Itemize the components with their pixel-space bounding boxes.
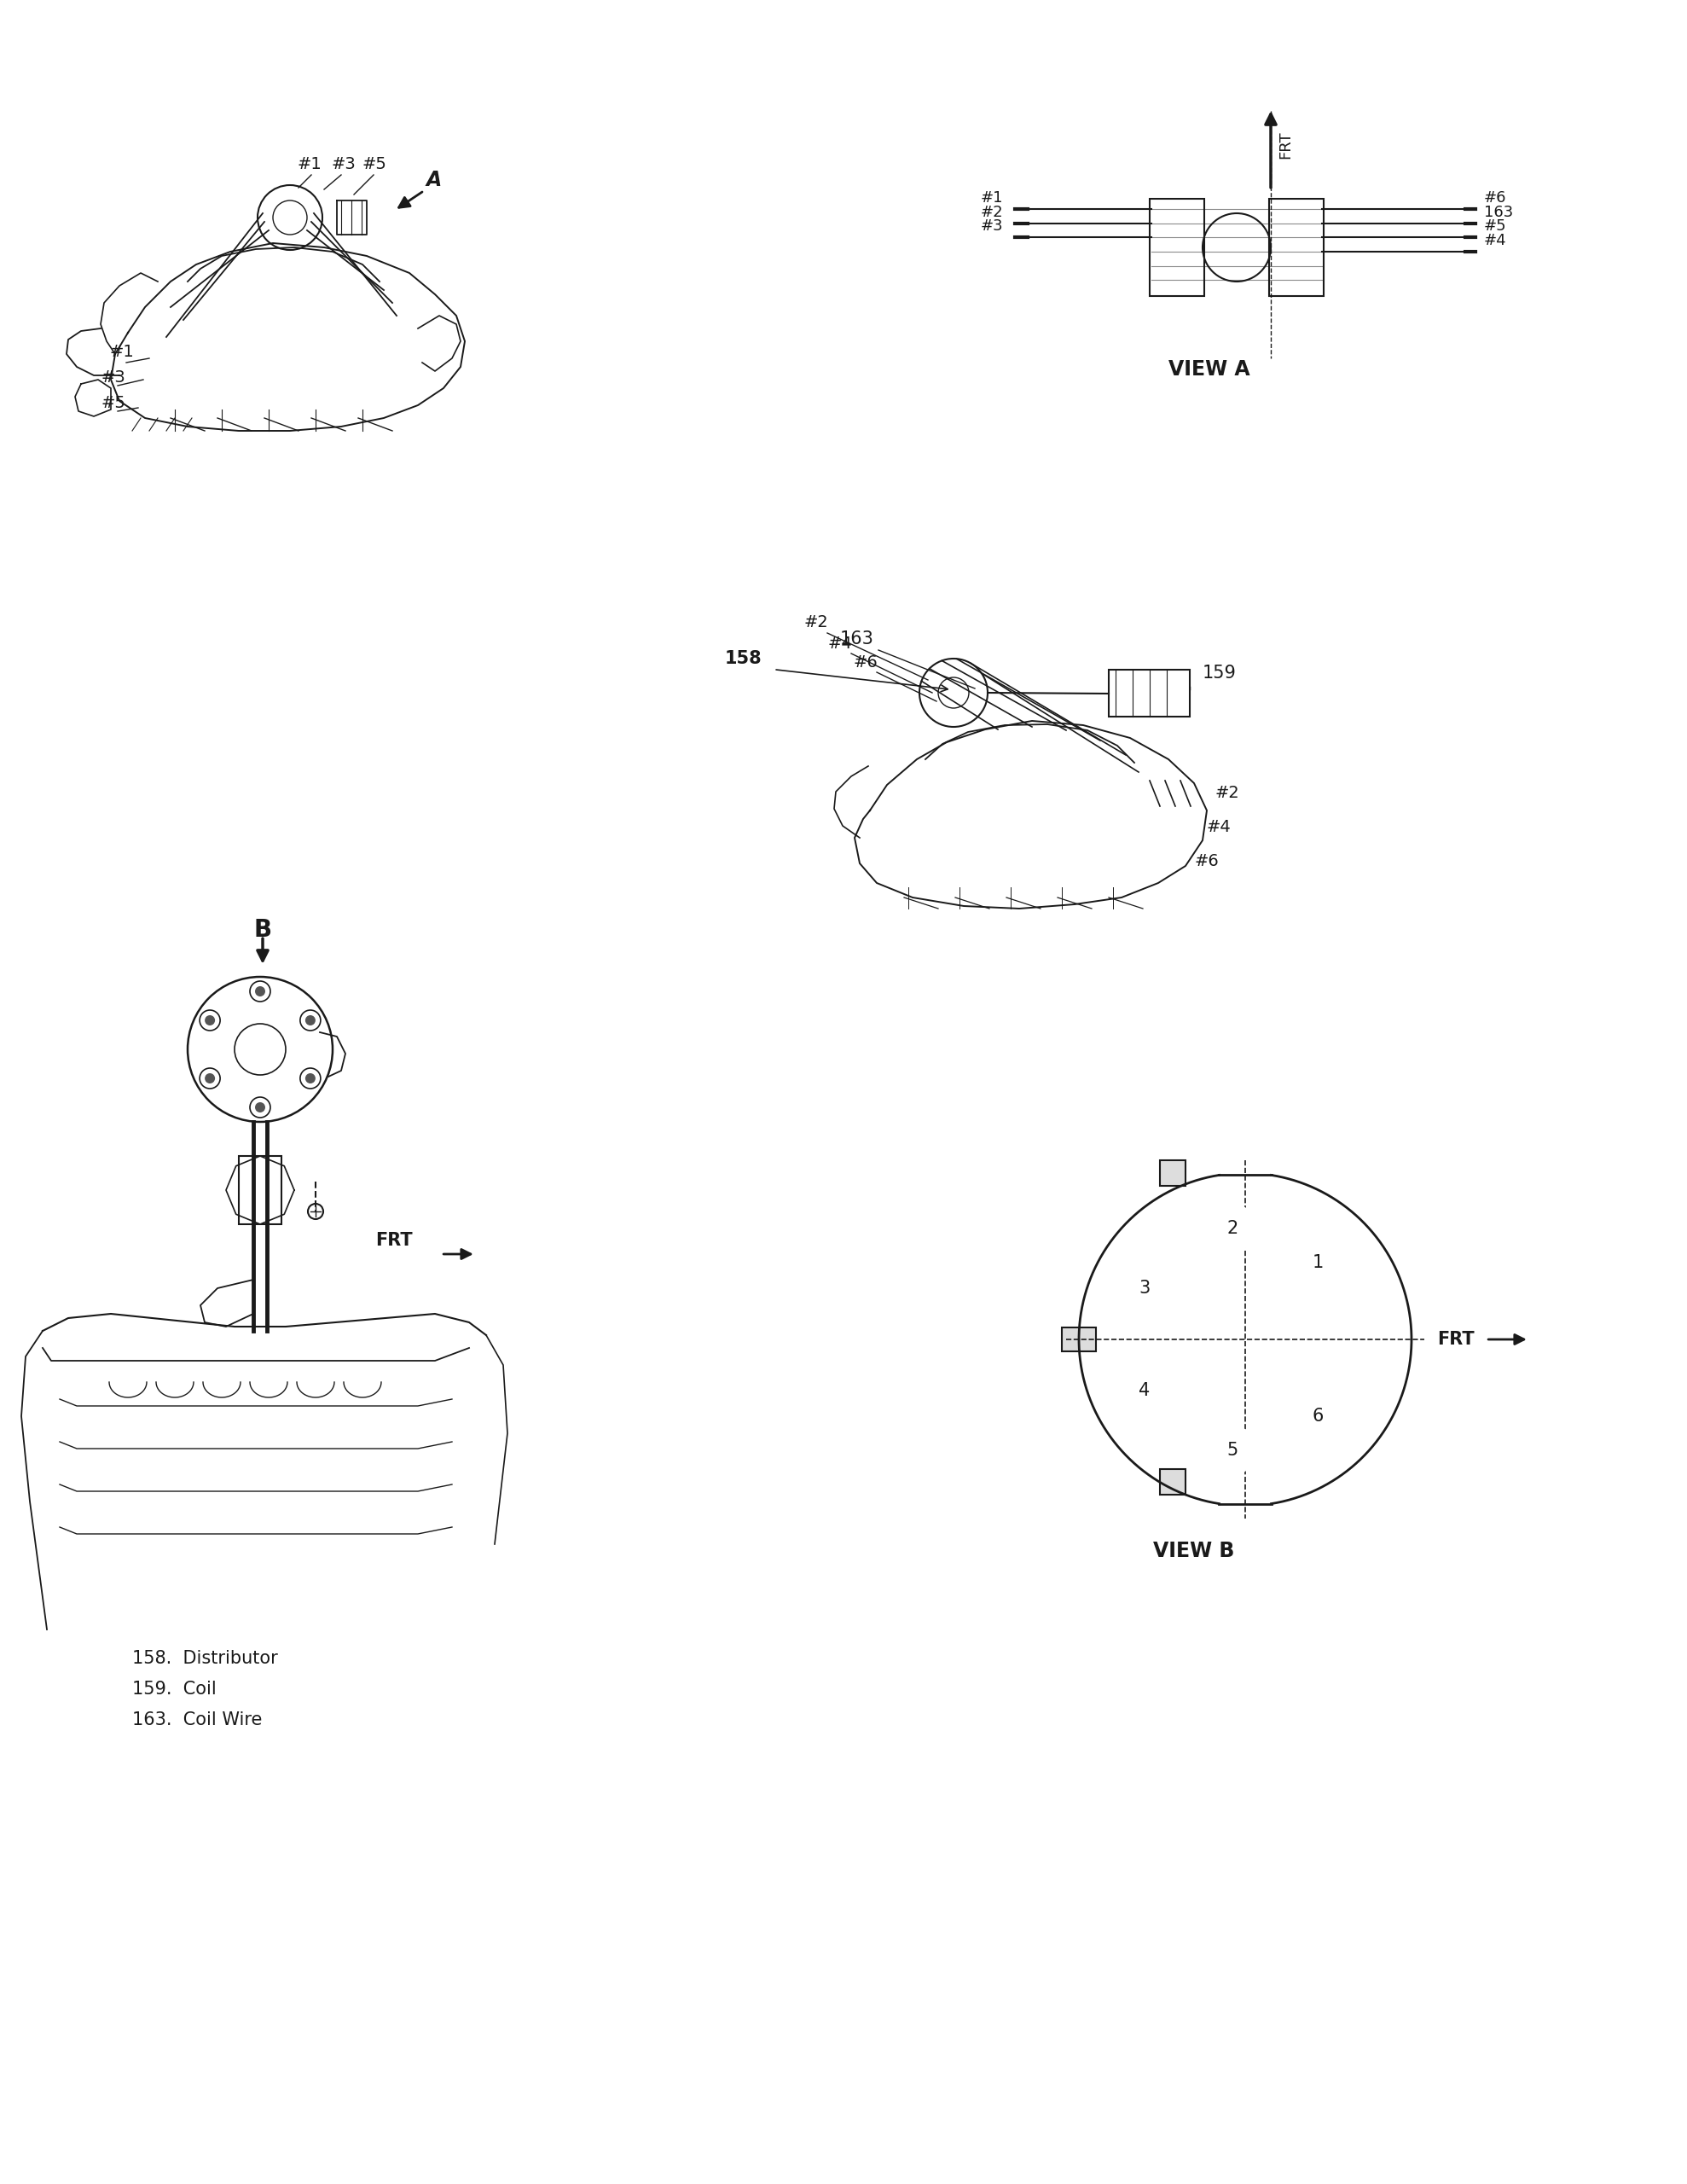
Text: 159: 159 (1203, 664, 1237, 681)
Circle shape (255, 987, 265, 996)
Text: FRT: FRT (1277, 131, 1292, 159)
Text: #2: #2 (980, 205, 1004, 221)
Bar (1161, 1470, 1186, 1494)
Text: #3: #3 (331, 155, 356, 173)
Text: #3: #3 (980, 218, 1004, 234)
Circle shape (1208, 1426, 1257, 1474)
Circle shape (255, 1103, 265, 1112)
Circle shape (305, 1016, 315, 1026)
Text: 159.  Coil: 159. Coil (132, 1682, 216, 1697)
Text: #1: #1 (110, 343, 133, 360)
Text: 3: 3 (1139, 1280, 1151, 1297)
Bar (1161, 1160, 1186, 1186)
Bar (240, 1155, 282, 1225)
Circle shape (1294, 1393, 1341, 1439)
Text: #1: #1 (980, 190, 1004, 205)
Text: VIEW A: VIEW A (1169, 358, 1250, 380)
Text: #3: #3 (101, 369, 125, 387)
Bar (1061, 1328, 1097, 1352)
Text: #4: #4 (827, 636, 852, 651)
Text: VIEW B: VIEW B (1154, 1540, 1235, 1562)
Text: A: A (427, 170, 442, 190)
Text: #4: #4 (1206, 819, 1232, 834)
Text: #6: #6 (1485, 190, 1506, 205)
Text: #4: #4 (1485, 234, 1506, 249)
Bar (1108, 670, 1189, 716)
Text: #1: #1 (297, 155, 321, 173)
Text: 6: 6 (1312, 1409, 1323, 1424)
Text: #5: #5 (101, 395, 125, 411)
Circle shape (305, 1072, 315, 1083)
Text: 4: 4 (1139, 1382, 1151, 1400)
Text: FRT: FRT (375, 1232, 413, 1249)
Text: FRT: FRT (1437, 1330, 1474, 1348)
Text: 163.  Coil Wire: 163. Coil Wire (132, 1712, 261, 1728)
Circle shape (1120, 1265, 1169, 1313)
Text: 163: 163 (840, 631, 874, 646)
Circle shape (1294, 1238, 1341, 1286)
Circle shape (204, 1016, 214, 1026)
Text: B: B (253, 917, 272, 941)
Text: 158: 158 (725, 651, 763, 666)
Text: 2: 2 (1226, 1221, 1238, 1236)
Text: 1: 1 (1312, 1254, 1323, 1271)
Text: #5: #5 (1485, 218, 1506, 234)
Text: #2: #2 (803, 614, 828, 631)
Text: #5: #5 (363, 155, 386, 173)
Text: #6: #6 (854, 655, 877, 670)
Text: #2: #2 (1215, 784, 1240, 802)
Circle shape (1208, 1206, 1257, 1251)
Text: 158.  Distributor: 158. Distributor (132, 1649, 278, 1666)
Circle shape (204, 1072, 214, 1083)
Text: #6: #6 (1194, 854, 1218, 869)
Circle shape (1120, 1367, 1169, 1415)
Text: 5: 5 (1226, 1441, 1238, 1459)
Text: 163: 163 (1485, 205, 1513, 221)
